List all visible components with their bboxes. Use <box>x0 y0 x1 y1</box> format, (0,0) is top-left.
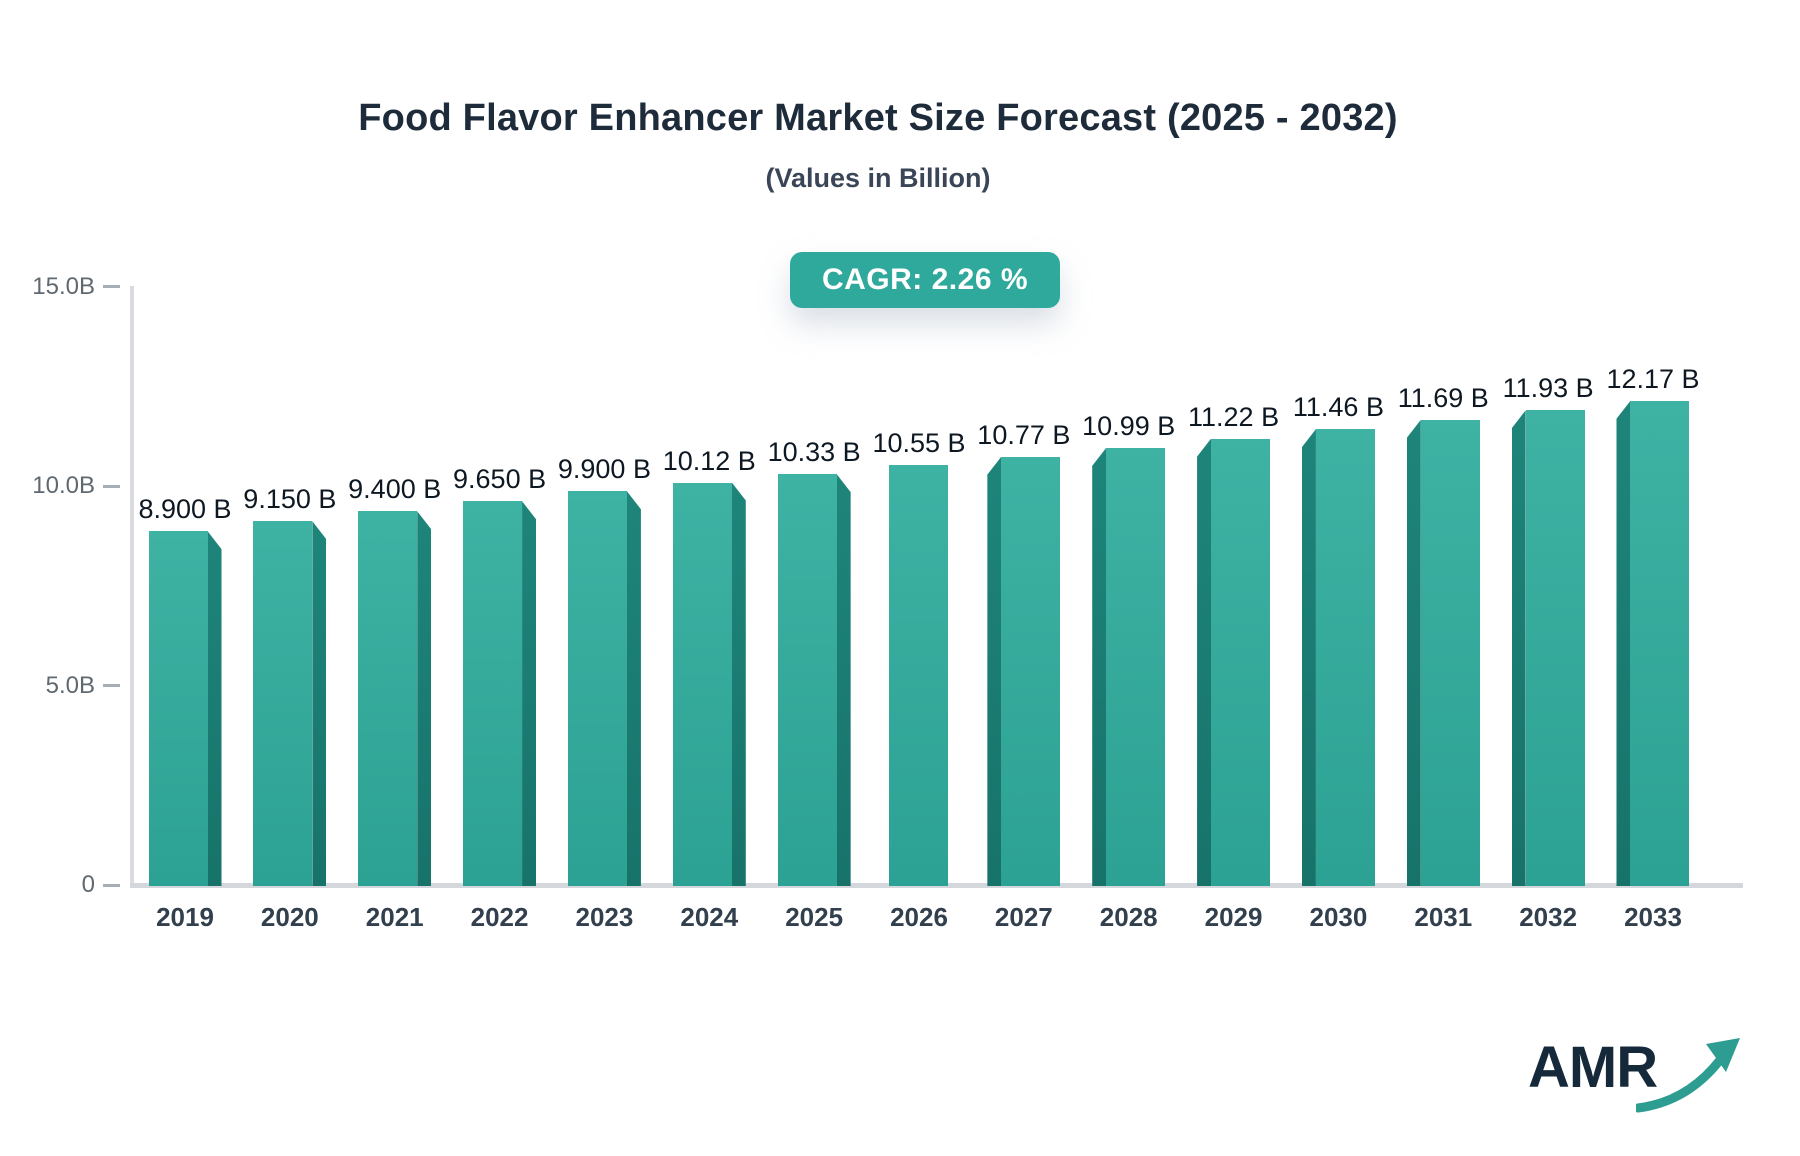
bar-value-label-2030: 11.46 B <box>1292 392 1384 423</box>
bar-2027[interactable] <box>987 456 1061 886</box>
bar-main-face <box>1211 438 1271 886</box>
bar-main-face <box>1525 410 1585 886</box>
bar-main-face <box>1315 429 1375 886</box>
bar-2029[interactable] <box>1197 438 1271 886</box>
bar-2020[interactable] <box>253 521 327 886</box>
y-axis-tick-label: 10.0B <box>32 472 95 500</box>
bar-side-face <box>1511 410 1526 886</box>
y-axis-tick-label: 5.0B <box>45 671 95 699</box>
bar-value-label-2022: 9.650 B <box>453 464 547 495</box>
bar-2023[interactable] <box>567 491 641 886</box>
x-axis-label-2030: 2030 <box>1309 902 1368 932</box>
x-axis-label-2024: 2024 <box>680 902 739 932</box>
bar-main-face <box>1630 400 1690 886</box>
bar-main-face <box>672 482 732 886</box>
bar-main-face <box>148 531 208 886</box>
bar-main-face <box>1420 419 1480 886</box>
bar-value-label-2025: 10.33 B <box>767 437 861 468</box>
bar-side-face <box>1301 429 1316 886</box>
bar-side-face <box>987 456 1002 886</box>
y-axis-tick-dash <box>103 285 120 289</box>
y-axis-tick-dash <box>103 484 120 488</box>
bar-side-face <box>522 501 537 886</box>
y-axis-tick-label: 0 <box>81 871 95 898</box>
x-axis-label-2022: 2022 <box>470 902 529 932</box>
bar-side-face <box>1092 447 1107 886</box>
bar-value-label-2019: 8.900 B <box>138 494 232 525</box>
bar-2031[interactable] <box>1406 419 1480 886</box>
bar-main-face <box>777 474 837 886</box>
x-axis-label-2026: 2026 <box>890 902 948 932</box>
x-axis-label-2033: 2033 <box>1624 902 1682 932</box>
bar-value-label-2028: 10.99 B <box>1082 410 1176 441</box>
y-axis-tick-label: 15.0B <box>32 272 95 300</box>
bar-side-face <box>626 491 641 886</box>
bar-2021[interactable] <box>358 511 432 886</box>
bar-2028[interactable] <box>1092 447 1166 886</box>
bar-side-face <box>731 482 746 886</box>
bar-value-label-2021: 9.400 B <box>348 474 442 505</box>
bar-side-face <box>1616 400 1631 886</box>
bar-value-label-2026: 10.55 B <box>872 428 966 459</box>
bar-2022[interactable] <box>463 501 537 886</box>
amr-logo-text: AMR <box>1528 1035 1658 1100</box>
bar-main-face <box>1106 447 1166 886</box>
bar-value-label-2023: 9.900 B <box>557 454 651 485</box>
x-axis-label-2028: 2028 <box>1099 902 1158 932</box>
bar-2026[interactable] <box>889 465 949 886</box>
x-axis-label-2023: 2023 <box>575 902 634 932</box>
x-axis-label-2032: 2032 <box>1519 902 1578 932</box>
growth-arrow-icon <box>1636 1038 1740 1113</box>
bar-2019[interactable] <box>148 531 222 886</box>
bar-2032[interactable] <box>1511 410 1585 886</box>
chart-subtitle: (Values in Billion) <box>765 163 991 193</box>
amr-logo: AMR <box>1528 1028 1740 1118</box>
bar-side-face <box>1406 419 1421 886</box>
bar-value-label-2024: 10.12 B <box>662 445 756 476</box>
bar-side-face <box>207 531 222 886</box>
bar-side-face <box>836 474 851 886</box>
bar-main-face <box>567 491 627 886</box>
x-axis-label-2020: 2020 <box>260 902 319 932</box>
cagr-badge: CAGR: 2.26 % <box>790 252 1060 308</box>
bar-main-face <box>889 465 949 886</box>
chart-title: Food Flavor Enhancer Market Size Forecas… <box>358 97 1398 139</box>
cagr-badge-label: CAGR: 2.26 % <box>821 263 1029 296</box>
bar-side-face <box>312 521 327 886</box>
bar-side-face <box>417 511 432 886</box>
x-axis-label-2029: 2029 <box>1204 902 1263 932</box>
bar-main-face <box>358 511 418 886</box>
bar-2033[interactable] <box>1616 400 1690 886</box>
bar-2024[interactable] <box>672 482 746 886</box>
bar-value-label-2033: 12.17 B <box>1606 363 1700 394</box>
bar-value-label-2031: 11.69 B <box>1397 382 1489 413</box>
y-axis-tick-dash <box>103 684 120 688</box>
y-axis-tick-dash <box>103 883 120 887</box>
x-axis-label-2021: 2021 <box>365 902 424 932</box>
bar-2025[interactable] <box>777 474 851 886</box>
y-axis-line <box>130 286 134 885</box>
bar-main-face <box>1001 456 1061 886</box>
x-axis-label-2027: 2027 <box>994 902 1053 932</box>
bar-value-label-2020: 9.150 B <box>243 484 337 515</box>
bar-2030[interactable] <box>1301 429 1375 886</box>
x-axis-label-2019: 2019 <box>156 902 214 932</box>
bar-side-face <box>1197 438 1212 886</box>
bar-main-face <box>253 521 313 886</box>
x-axis-label-2025: 2025 <box>785 902 844 932</box>
bar-value-label-2027: 10.77 B <box>977 419 1071 450</box>
bar-main-face <box>463 501 523 886</box>
bar-value-label-2032: 11.93 B <box>1502 373 1594 404</box>
bar-value-label-2029: 11.22 B <box>1188 401 1280 432</box>
x-axis-label-2031: 2031 <box>1414 902 1473 932</box>
